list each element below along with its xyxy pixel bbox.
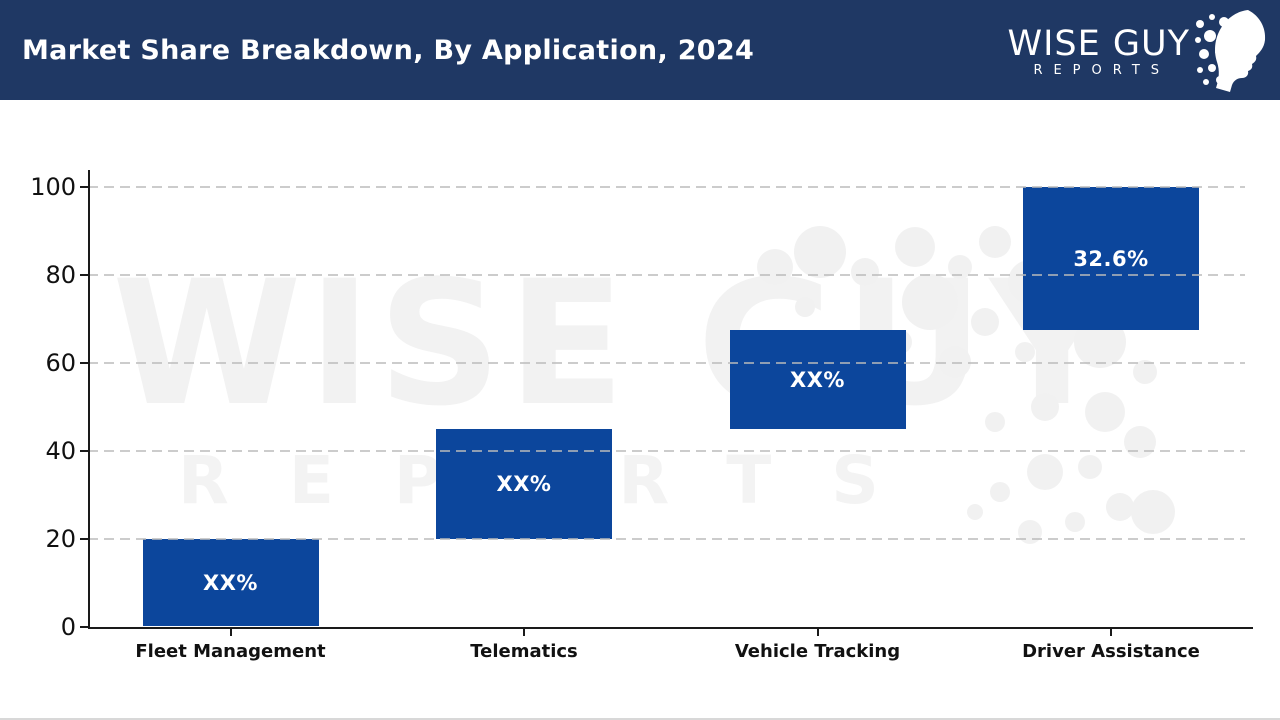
bar-telematics: XX% xyxy=(436,429,612,539)
gridline-80 xyxy=(88,273,1245,276)
x-axis-label-telematics: Telematics xyxy=(470,640,578,662)
y-tick-mark xyxy=(80,537,88,540)
bottom-border xyxy=(0,718,1280,720)
x-axis-label-driver-assistance: Driver Assistance xyxy=(1022,640,1200,662)
gridline-40 xyxy=(88,449,1245,452)
logo-subtitle: REPORTS xyxy=(1033,63,1171,79)
x-tick-mark xyxy=(229,627,232,636)
plot-area: XX% Fleet Management XX% Telematics XX% Vehic… xyxy=(0,100,1280,720)
logo-text: WISE GUY REPORTS xyxy=(1007,23,1190,79)
y-tick-label-60: 60 xyxy=(45,348,76,377)
x-tick-mark xyxy=(523,627,525,636)
bar-fleet-management: XX% xyxy=(142,538,319,627)
y-tick-mark xyxy=(80,273,88,276)
header-band: Market Share Breakdown, By Application, … xyxy=(0,0,1280,100)
gridline-60 xyxy=(88,361,1245,364)
y-tick-label-80: 80 xyxy=(45,260,76,289)
chart-title: Market Share Breakdown, By Application, … xyxy=(22,34,755,66)
x-axis-label-vehicle-tracking: Vehicle Tracking xyxy=(734,640,901,662)
logo-wordmark: WISE GUY xyxy=(1007,23,1190,64)
x-tick-mark xyxy=(1110,627,1112,636)
bar-value-label: XX% xyxy=(496,471,552,496)
y-tick-label-0: 0 xyxy=(60,612,76,641)
y-tick-mark xyxy=(80,625,88,628)
y-tick-mark xyxy=(80,186,88,188)
logo-face-icon xyxy=(1192,8,1266,96)
y-tick-label-100: 100 xyxy=(30,173,76,201)
bar-value-label: XX% xyxy=(203,570,258,595)
y-tick-label-20: 20 xyxy=(45,524,76,553)
wise-guy-logo: WISE GUY REPORTS xyxy=(1007,8,1266,96)
y-tick-label-40: 40 xyxy=(45,436,76,465)
x-tick-mark xyxy=(816,627,819,636)
x-axis-spine xyxy=(88,626,1253,629)
y-axis-spine xyxy=(88,170,90,629)
y-tick-mark xyxy=(80,449,88,452)
bar-value-label: XX% xyxy=(790,367,845,392)
x-axis-label-fleet-management: Fleet Management xyxy=(135,640,326,662)
gridline-100 xyxy=(88,186,1245,188)
bar-value-label: 32.6% xyxy=(1073,246,1149,271)
bar-driver-assistance: 32.6% xyxy=(1023,187,1199,331)
y-tick-mark xyxy=(80,361,88,364)
gridline-20 xyxy=(88,537,1245,540)
bar-vehicle-tracking: XX% xyxy=(729,330,906,430)
